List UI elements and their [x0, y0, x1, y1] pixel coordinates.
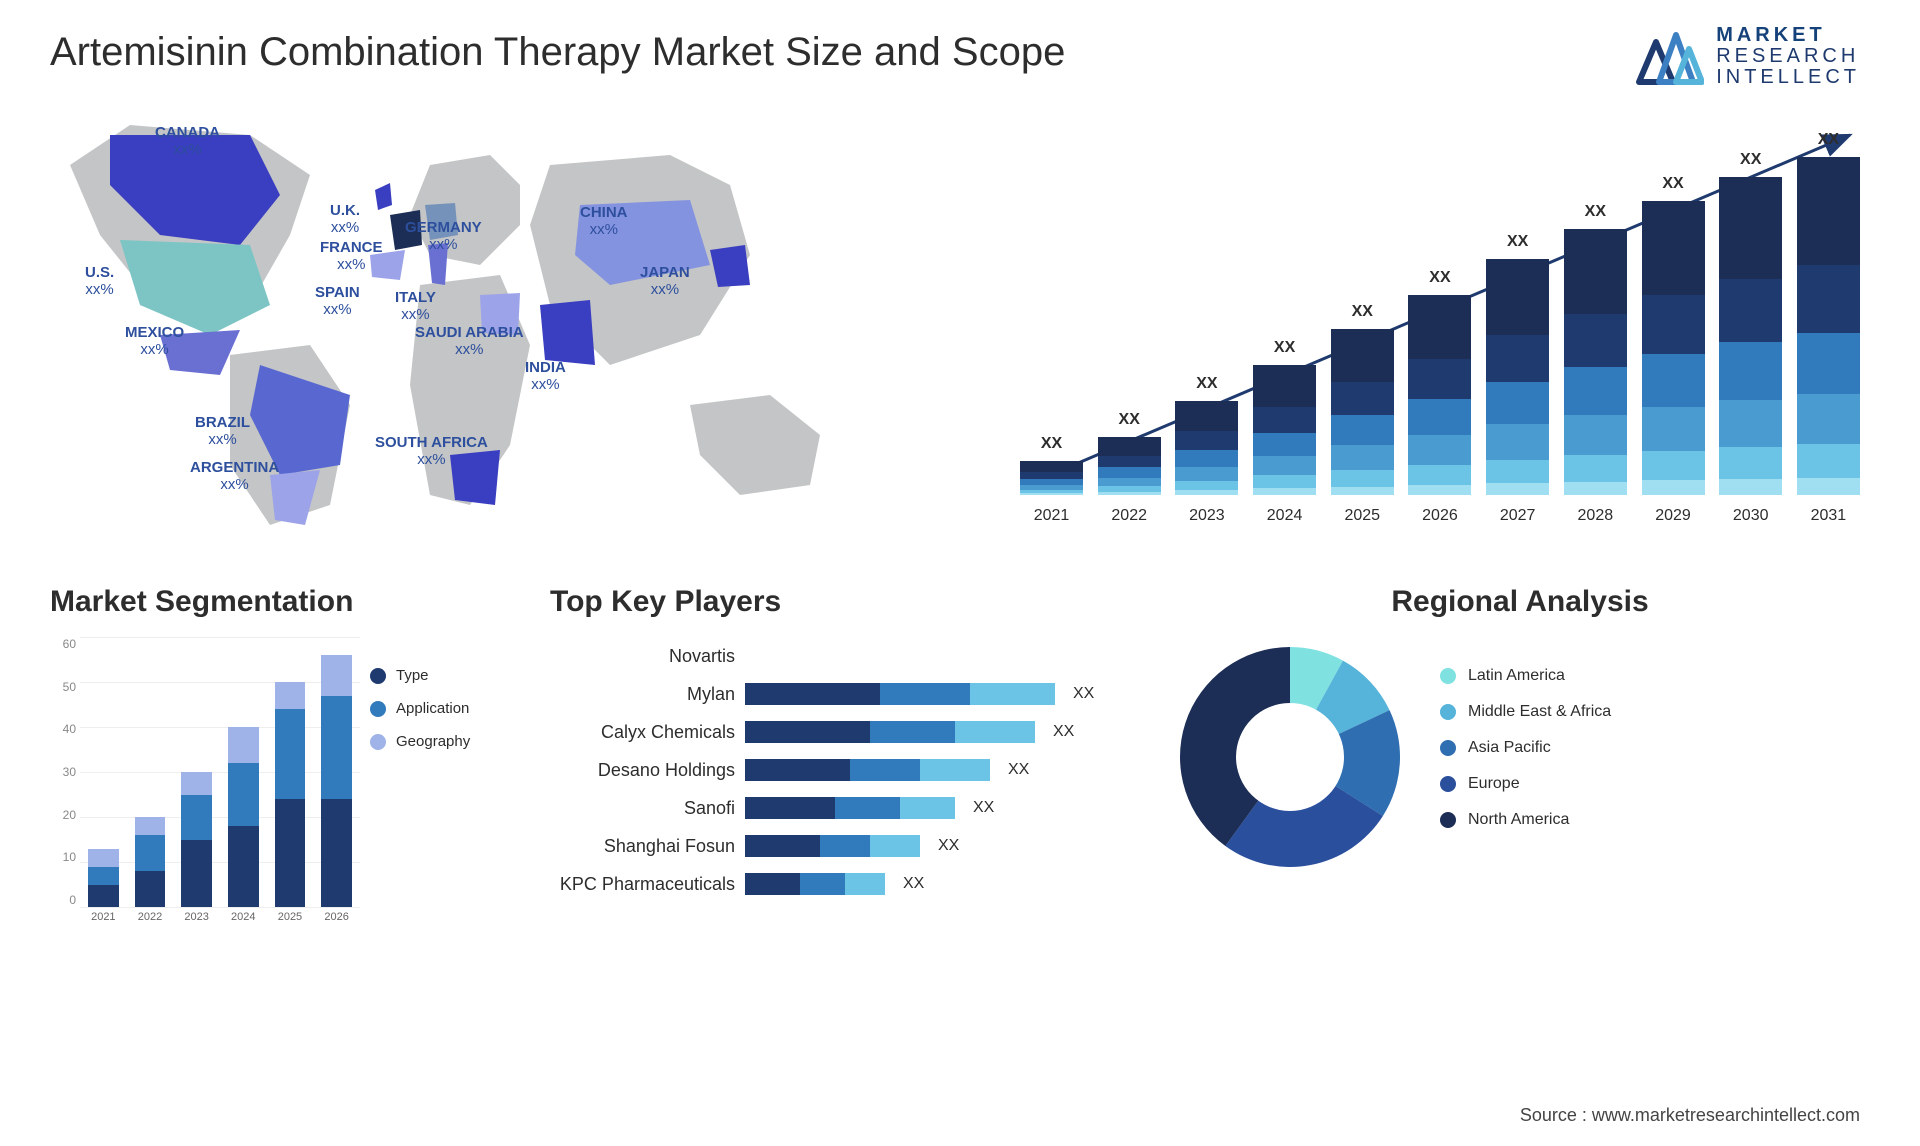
map-label-mexico: MEXICOxx%: [125, 325, 184, 358]
player-row-novartis: Novartis: [550, 637, 1130, 675]
segmentation-legend: Type Application Geography: [370, 667, 510, 766]
map-label-u-k-: U.K.xx%: [330, 203, 360, 236]
segmentation-panel: Market Segmentation 6050403020100 202120…: [50, 585, 510, 937]
segmentation-title: Market Segmentation: [50, 585, 510, 619]
player-row-calyx-chemicals: Calyx ChemicalsXX: [550, 713, 1130, 751]
forecast-year-2025: 2025: [1331, 507, 1394, 525]
seg-bar-2025: [275, 682, 306, 907]
map-label-germany: GERMANYxx%: [405, 220, 482, 253]
player-row-shanghai-fosun: Shanghai FosunXX: [550, 827, 1130, 865]
seg-bar-2024: [228, 727, 259, 907]
forecast-bar-2023: XX: [1175, 401, 1238, 495]
world-map-panel: CANADAxx% U.S.xx% MEXICOxx% BRAZILxx% ARGENT…: [50, 105, 950, 535]
logo-text-2: RESEARCH: [1716, 46, 1860, 67]
world-map: [50, 105, 950, 535]
segmentation-x-axis: 202120222023202420252026: [80, 911, 360, 937]
players-panel: Top Key Players NovartisMylanXXCalyx Che…: [550, 585, 1130, 903]
seg-bar-2023: [181, 772, 212, 907]
region-legend-north-america: North America: [1440, 811, 1611, 829]
map-label-italy: ITALYxx%: [395, 290, 436, 323]
forecast-year-axis: 2021 2022 2023 2024 2025 2026 2027 2028 2029 2030…: [1020, 507, 1860, 525]
player-row-mylan: MylanXX: [550, 675, 1130, 713]
regional-title: Regional Analysis: [1170, 585, 1870, 619]
forecast-year-2022: 2022: [1098, 507, 1161, 525]
map-label-u-s-: U.S.xx%: [85, 265, 114, 298]
regional-legend: Latin America Middle East & Africa Asia Pa…: [1440, 667, 1611, 847]
forecast-year-2031: 2031: [1797, 507, 1860, 525]
forecast-chart-panel: XXXXXXXXXXXXXXXXXXXXXX 20212022202320242…: [1010, 105, 1870, 535]
players-list: NovartisMylanXXCalyx ChemicalsXXDesano H…: [550, 637, 1130, 903]
forecast-year-2030: 2030: [1719, 507, 1782, 525]
forecast-year-2029: 2029: [1642, 507, 1705, 525]
map-label-saudi-arabia: SAUDI ARABIAxx%: [415, 325, 524, 358]
segmentation-y-axis: 6050403020100: [50, 637, 80, 907]
players-title: Top Key Players: [550, 585, 1130, 619]
seg-bar-2022: [135, 817, 166, 907]
forecast-year-2021: 2021: [1020, 507, 1083, 525]
seg-bar-2021: [88, 849, 119, 908]
regional-panel: Regional Analysis Latin America Middle Ea…: [1170, 585, 1870, 877]
forecast-bar-2029: XX: [1642, 201, 1705, 495]
forecast-bar-2021: XX: [1020, 461, 1083, 495]
map-label-india: INDIAxx%: [525, 360, 566, 393]
region-legend-asia-pacific: Asia Pacific: [1440, 739, 1611, 757]
forecast-year-2026: 2026: [1408, 507, 1471, 525]
map-label-japan: JAPANxx%: [640, 265, 690, 298]
region-legend-middle-east-africa: Middle East & Africa: [1440, 703, 1611, 721]
page-title: Artemisinin Combination Therapy Market S…: [50, 30, 1870, 75]
player-row-kpc-pharmaceuticals: KPC PharmaceuticalsXX: [550, 865, 1130, 903]
seg-bar-2026: [321, 655, 352, 907]
brand-logo: MARKET RESEARCH INTELLECT: [1634, 25, 1860, 88]
map-label-france: FRANCExx%: [320, 240, 383, 273]
forecast-bars: XXXXXXXXXXXXXXXXXXXXXX: [1020, 155, 1860, 495]
player-row-desano-holdings: Desano HoldingsXX: [550, 751, 1130, 789]
region-legend-latin-america: Latin America: [1440, 667, 1611, 685]
seg-legend-geography: Geography: [370, 733, 510, 750]
logo-text-3: INTELLECT: [1716, 67, 1860, 88]
forecast-bar-2022: XX: [1098, 437, 1161, 495]
map-label-south-africa: SOUTH AFRICAxx%: [375, 435, 488, 468]
forecast-bar-2027: XX: [1486, 259, 1549, 495]
segmentation-bars: [80, 637, 360, 907]
forecast-bar-2026: XX: [1408, 295, 1471, 495]
forecast-bar-2031: XX: [1797, 157, 1860, 495]
region-legend-europe: Europe: [1440, 775, 1611, 793]
map-label-argentina: ARGENTINAxx%: [190, 460, 279, 493]
forecast-year-2028: 2028: [1564, 507, 1627, 525]
map-label-canada: CANADAxx%: [155, 125, 220, 158]
forecast-year-2027: 2027: [1486, 507, 1549, 525]
map-label-china: CHINAxx%: [580, 205, 628, 238]
forecast-bar-2028: XX: [1564, 229, 1627, 495]
seg-legend-application: Application: [370, 700, 510, 717]
forecast-year-2024: 2024: [1253, 507, 1316, 525]
logo-text-1: MARKET: [1716, 25, 1860, 46]
forecast-year-2023: 2023: [1175, 507, 1238, 525]
seg-legend-type: Type: [370, 667, 510, 684]
forecast-bar-2030: XX: [1719, 177, 1782, 495]
map-label-brazil: BRAZILxx%: [195, 415, 250, 448]
map-label-spain: SPAINxx%: [315, 285, 360, 318]
source-citation: Source : www.marketresearchintellect.com: [1520, 1105, 1860, 1126]
regional-donut-chart: [1170, 637, 1410, 877]
player-row-sanofi: SanofiXX: [550, 789, 1130, 827]
logo-mark-icon: [1634, 27, 1704, 87]
forecast-bar-2024: XX: [1253, 365, 1316, 495]
forecast-bar-2025: XX: [1331, 329, 1394, 495]
